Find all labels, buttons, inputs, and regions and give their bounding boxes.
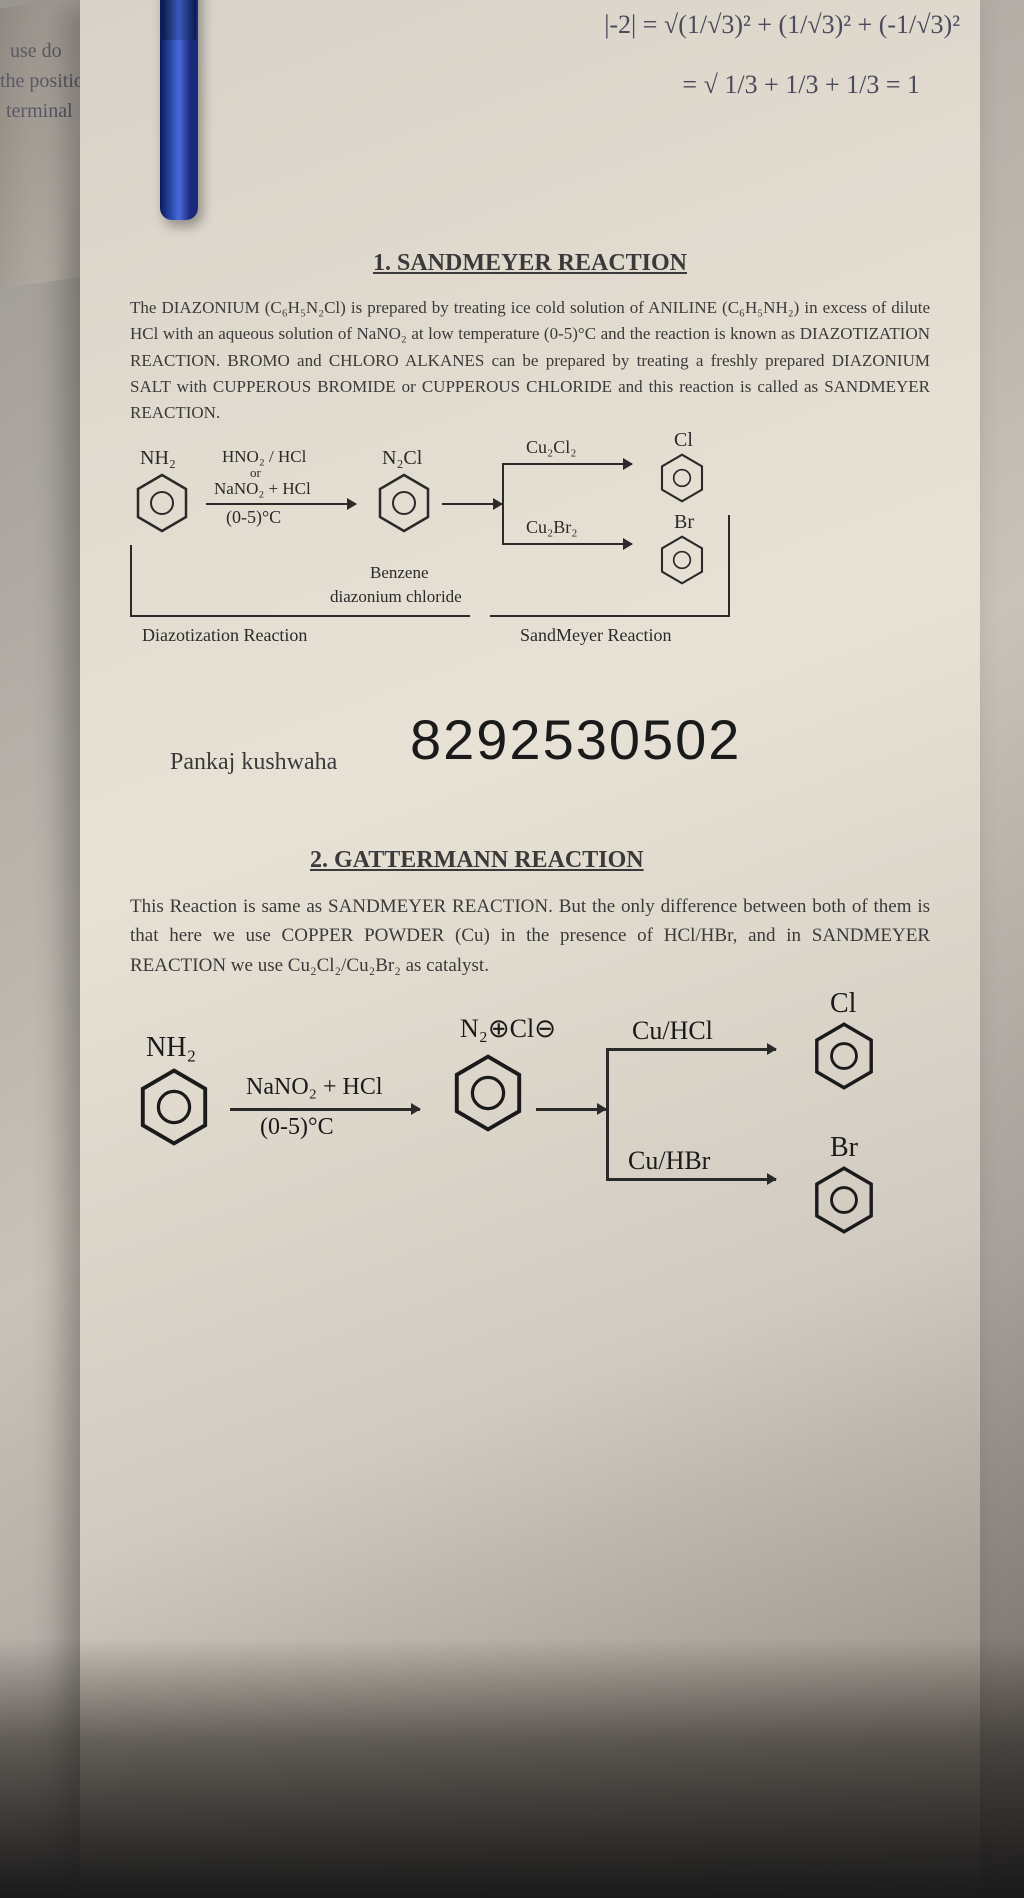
product-br-label: Br xyxy=(674,511,694,534)
arrow-b2 xyxy=(502,543,632,545)
reagent-cu2br2: Cu₂Br₂ xyxy=(526,517,578,538)
s2-benzene-1 xyxy=(140,1068,208,1146)
diazotization-label: Diazotization Reaction xyxy=(142,625,307,646)
s2-bracket xyxy=(606,1048,609,1178)
benzene-ring-3 xyxy=(660,453,704,503)
section2-title: 2. GATTERMANN REACTION xyxy=(310,847,930,874)
arrow-b1 xyxy=(502,463,632,465)
s2-reagent-2: Cu/HBr xyxy=(628,1146,710,1176)
benzene-ring-4 xyxy=(660,535,704,585)
reagent-cu2cl2: Cu₂Cl₂ xyxy=(526,437,577,458)
benzene-ring-2 xyxy=(378,473,430,533)
margin-note-3: terminal xyxy=(6,100,73,123)
section1-title: 1. SANDMEYER REACTION xyxy=(130,250,930,277)
s2-cond-bottom: (0-5)°C xyxy=(260,1114,334,1141)
intermediate-name1: Benzene xyxy=(370,563,429,583)
s2-cond-top: NaNO₂ + HCl xyxy=(246,1074,383,1101)
cond1-top2: NaNO₂ + HCl xyxy=(214,479,311,499)
s2-arrow-stub xyxy=(536,1108,606,1111)
pen-cap xyxy=(162,0,196,40)
page-surface: |-2| = √(1/√3)² + (1/√3)² + (-1/√3)² = √… xyxy=(80,0,980,1898)
s2-reagent-1: Cu/HCl xyxy=(632,1016,713,1046)
sandmeyer-label: SandMeyer Reaction xyxy=(520,625,671,646)
section1-paragraph: The DIAZONIUM (C₆H₅N₂Cl) is prepared by … xyxy=(130,295,930,427)
s2-arrow-1 xyxy=(230,1108,420,1111)
branch-bracket xyxy=(502,463,504,543)
cond1-bottom: (0-5)°C xyxy=(226,507,281,528)
s2-benzene-3 xyxy=(814,1022,874,1090)
s2-product-br: Br xyxy=(830,1132,858,1164)
photo-shadow-bottom xyxy=(0,1638,1024,1898)
s2-benzene-2 xyxy=(454,1054,522,1132)
s2-arrow-b1 xyxy=(606,1048,776,1051)
margin-note-1: use do xyxy=(10,40,62,63)
brace-left xyxy=(130,615,470,617)
diazonium-label: N₂Cl xyxy=(382,447,422,470)
s2-aniline-label: NH₂ xyxy=(146,1032,196,1064)
s2-benzene-4 xyxy=(814,1166,874,1234)
cond1-top: HNO₂ / HCl xyxy=(222,447,306,467)
phone-number: 8292530502 xyxy=(410,707,741,772)
arrow-stub xyxy=(442,503,502,505)
aniline-label: NH₂ xyxy=(140,447,176,470)
intermediate-name2: diazonium chloride xyxy=(330,587,462,607)
section2-paragraph: This Reaction is same as SANDMEYER REACT… xyxy=(130,892,930,980)
sandmeyer-scheme: NH₂ HNO₂ / HCl or NaNO₂ + HCl (0-5)°C N₂… xyxy=(130,447,930,707)
product-cl-label: Cl xyxy=(674,429,693,452)
s2-diazonium-label: N₂⊕Cl⊖ xyxy=(460,1014,556,1044)
hand-signature: Pankaj kushwaha xyxy=(170,749,337,776)
s2-product-cl: Cl xyxy=(830,988,856,1020)
brace-right xyxy=(490,615,730,617)
top-equation-1: |-2| = √(1/√3)² + (1/√3)² + (-1/√3)² xyxy=(604,10,960,40)
arrow-1 xyxy=(206,503,356,505)
gattermann-scheme: NH₂ NaNO₂ + HCl (0-5)°C N₂⊕Cl⊖ Cu/HCl Cl… xyxy=(130,1004,930,1344)
benzene-ring-1 xyxy=(136,473,188,533)
top-equation-2: = √ 1/3 + 1/3 + 1/3 = 1 xyxy=(682,70,920,100)
s2-arrow-b2 xyxy=(606,1178,776,1181)
